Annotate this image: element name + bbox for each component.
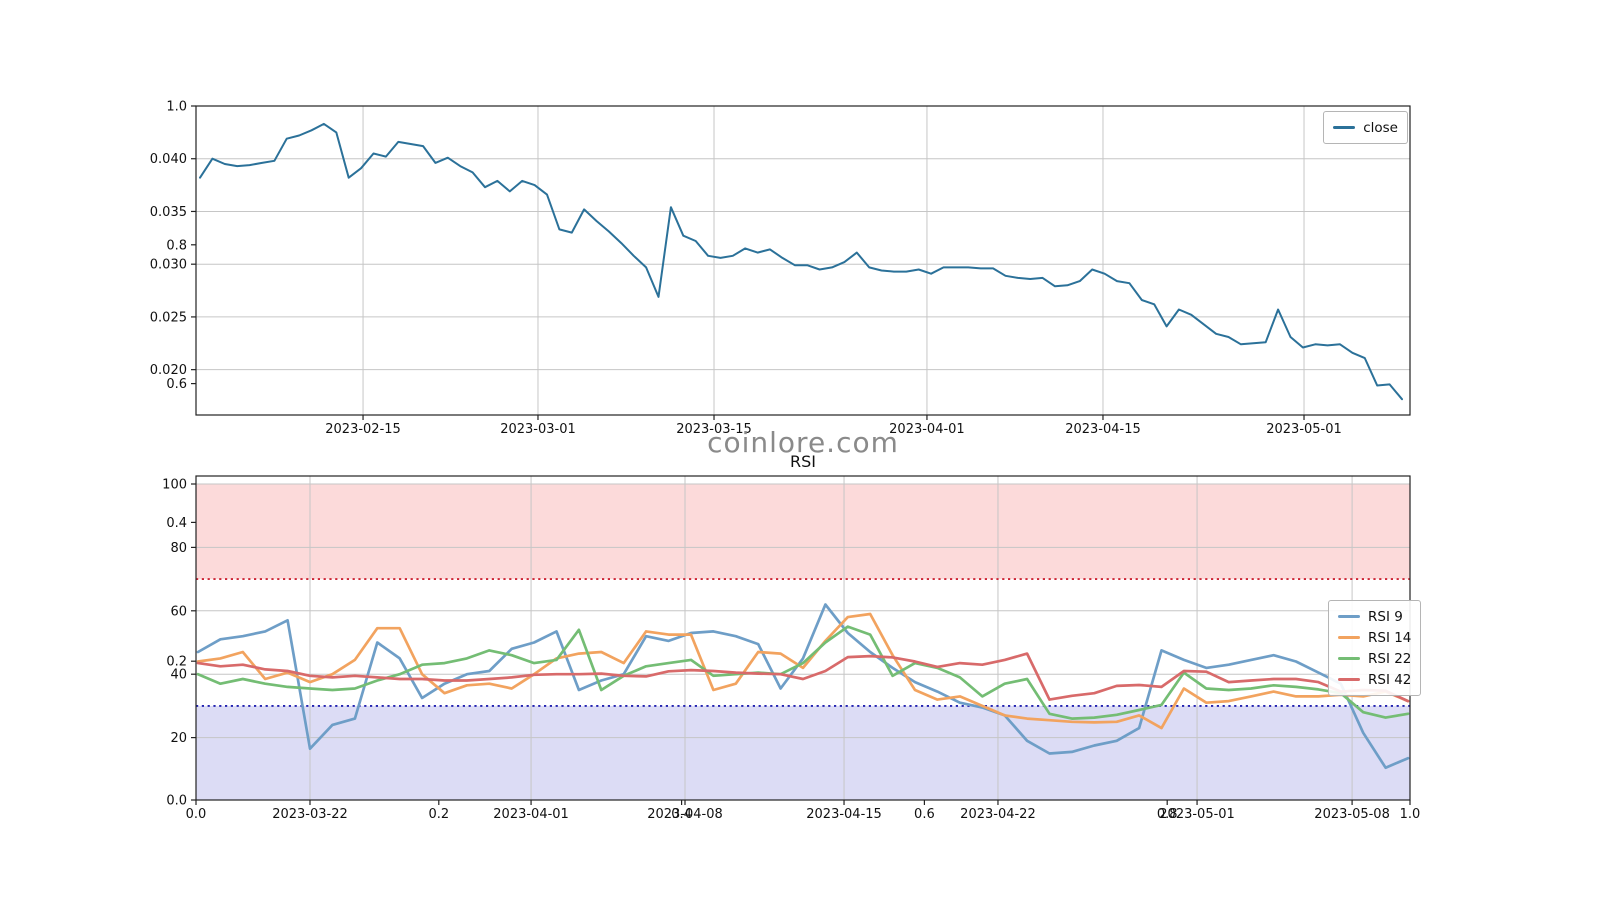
rsi22-line-swatch — [1338, 657, 1360, 660]
legend-label-close: close — [1363, 119, 1398, 136]
price-tick-label: 0.030 — [150, 258, 187, 273]
close-date-tick-label: 2023-04-01 — [889, 422, 965, 437]
rsi14-line-swatch — [1338, 636, 1360, 639]
price-tick-label: 0.025 — [150, 310, 187, 325]
legend-item-rsi14: RSI 14 — [1338, 627, 1411, 648]
rsi-tick-label: 80 — [170, 541, 187, 556]
rsi-42-line — [196, 652, 1410, 703]
overbought-band — [196, 484, 1410, 580]
legend-label-rsi22: RSI 22 — [1368, 650, 1412, 667]
close-chart-spines — [195, 105, 1411, 416]
legend-item-rsi22: RSI 22 — [1338, 648, 1411, 669]
background-y-tick-label: 0.8 — [166, 238, 187, 253]
background-y-tick-label: 0.0 — [166, 794, 187, 809]
background-y-tick-label: 1.0 — [166, 100, 187, 115]
rsi-chart-title: RSI — [790, 452, 816, 471]
background-x-tick-label: 0.4 — [671, 807, 692, 822]
oversold-band — [196, 705, 1410, 800]
rsi-date-tick-label: 2023-04-15 — [806, 807, 882, 822]
price-tick-label: 0.040 — [150, 152, 187, 167]
rsi-date-tick-label: 2023-03-22 — [272, 807, 348, 822]
background-x-tick-label: 0.8 — [1157, 807, 1178, 822]
rsi42-line-swatch — [1338, 678, 1360, 681]
legend-rsi: RSI 9 RSI 14 RSI 22 RSI 42 — [1328, 600, 1422, 696]
close-line — [199, 122, 1403, 401]
watermark: coinlore.com — [707, 426, 899, 459]
rsi-date-tick-label: 2023-04-22 — [960, 807, 1036, 822]
rsi-date-tick-label: 2023-04-01 — [493, 807, 569, 822]
rsi-tick-label: 60 — [170, 604, 187, 619]
rsi9-line-swatch — [1338, 615, 1360, 618]
rsi-9-line — [196, 603, 1410, 770]
price-tick-label: 0.035 — [150, 205, 187, 220]
close-date-tick-label: 2023-03-15 — [676, 422, 752, 437]
rsi-date-tick-label: 2023-05-01 — [1159, 807, 1235, 822]
close-date-tick-label: 2023-02-15 — [325, 422, 401, 437]
background-x-tick-label: 0.0 — [186, 807, 207, 822]
rsi-22-line — [196, 625, 1410, 720]
background-y-tick-label: 0.2 — [166, 655, 187, 670]
rsi-14-line — [196, 612, 1410, 730]
legend-item-rsi42: RSI 42 — [1338, 669, 1411, 690]
legend-item-rsi9: RSI 9 — [1338, 606, 1411, 627]
rsi-tick-label: 40 — [170, 668, 187, 683]
close-date-tick-label: 2023-03-01 — [500, 422, 576, 437]
background-x-tick-label: 0.6 — [914, 807, 935, 822]
rsi-tick-label: 20 — [170, 731, 187, 746]
legend-label-rsi14: RSI 14 — [1368, 629, 1412, 646]
background-y-tick-label: 0.4 — [166, 516, 187, 531]
legend-label-rsi9: RSI 9 — [1368, 608, 1403, 625]
rsi-tick-label: 100 — [162, 478, 187, 493]
legend-close: close — [1323, 111, 1408, 144]
close-date-tick-label: 2023-05-01 — [1266, 422, 1342, 437]
background-y-tick-label: 0.6 — [166, 377, 187, 392]
rsi-date-tick-label: 2023-05-08 — [1314, 807, 1390, 822]
legend-item-close: close — [1333, 117, 1398, 138]
close-line-swatch — [1333, 126, 1356, 129]
close-date-tick-label: 2023-04-15 — [1065, 422, 1141, 437]
price-tick-label: 0.020 — [150, 363, 187, 378]
background-x-tick-label: 0.2 — [428, 807, 449, 822]
background-x-tick-label: 1.0 — [1400, 807, 1421, 822]
legend-label-rsi42: RSI 42 — [1368, 671, 1412, 688]
rsi-date-tick-label: 2023-04-08 — [647, 807, 723, 822]
